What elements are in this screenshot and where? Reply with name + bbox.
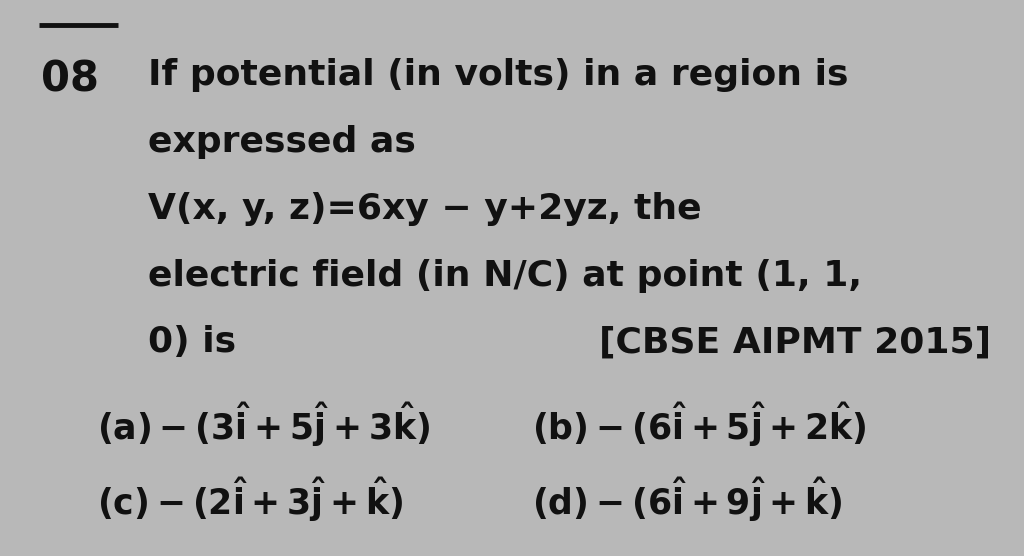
Text: [CBSE AIPMT 2015]: [CBSE AIPMT 2015]: [599, 325, 991, 359]
Text: $\mathbf{(a)-(3\hat{i}+5\hat{j}+3\hat{k})}$: $\mathbf{(a)-(3\hat{i}+5\hat{j}+3\hat{k}…: [97, 400, 431, 449]
Text: expressed as: expressed as: [148, 125, 417, 159]
Text: If potential (in volts) in a region is: If potential (in volts) in a region is: [148, 58, 849, 92]
Text: V(x, y, z)=6xy − y+2yz, the: V(x, y, z)=6xy − y+2yz, the: [148, 192, 702, 226]
Text: $\mathbf{(c)-(2\hat{i}+3\hat{j}+\hat{k})}$: $\mathbf{(c)-(2\hat{i}+3\hat{j}+\hat{k})…: [97, 475, 403, 524]
Text: 0) is: 0) is: [148, 325, 237, 359]
Text: electric field (in N/C) at point (1, 1,: electric field (in N/C) at point (1, 1,: [148, 259, 862, 292]
Text: $\mathbf{(b)-(6\hat{i}+5\hat{j}+2\hat{k})}$: $\mathbf{(b)-(6\hat{i}+5\hat{j}+2\hat{k}…: [532, 400, 867, 449]
Text: 08: 08: [41, 58, 99, 101]
Text: $\mathbf{(d)-(6\hat{i}+9\hat{j}+\hat{k})}$: $\mathbf{(d)-(6\hat{i}+9\hat{j}+\hat{k})…: [532, 475, 843, 524]
